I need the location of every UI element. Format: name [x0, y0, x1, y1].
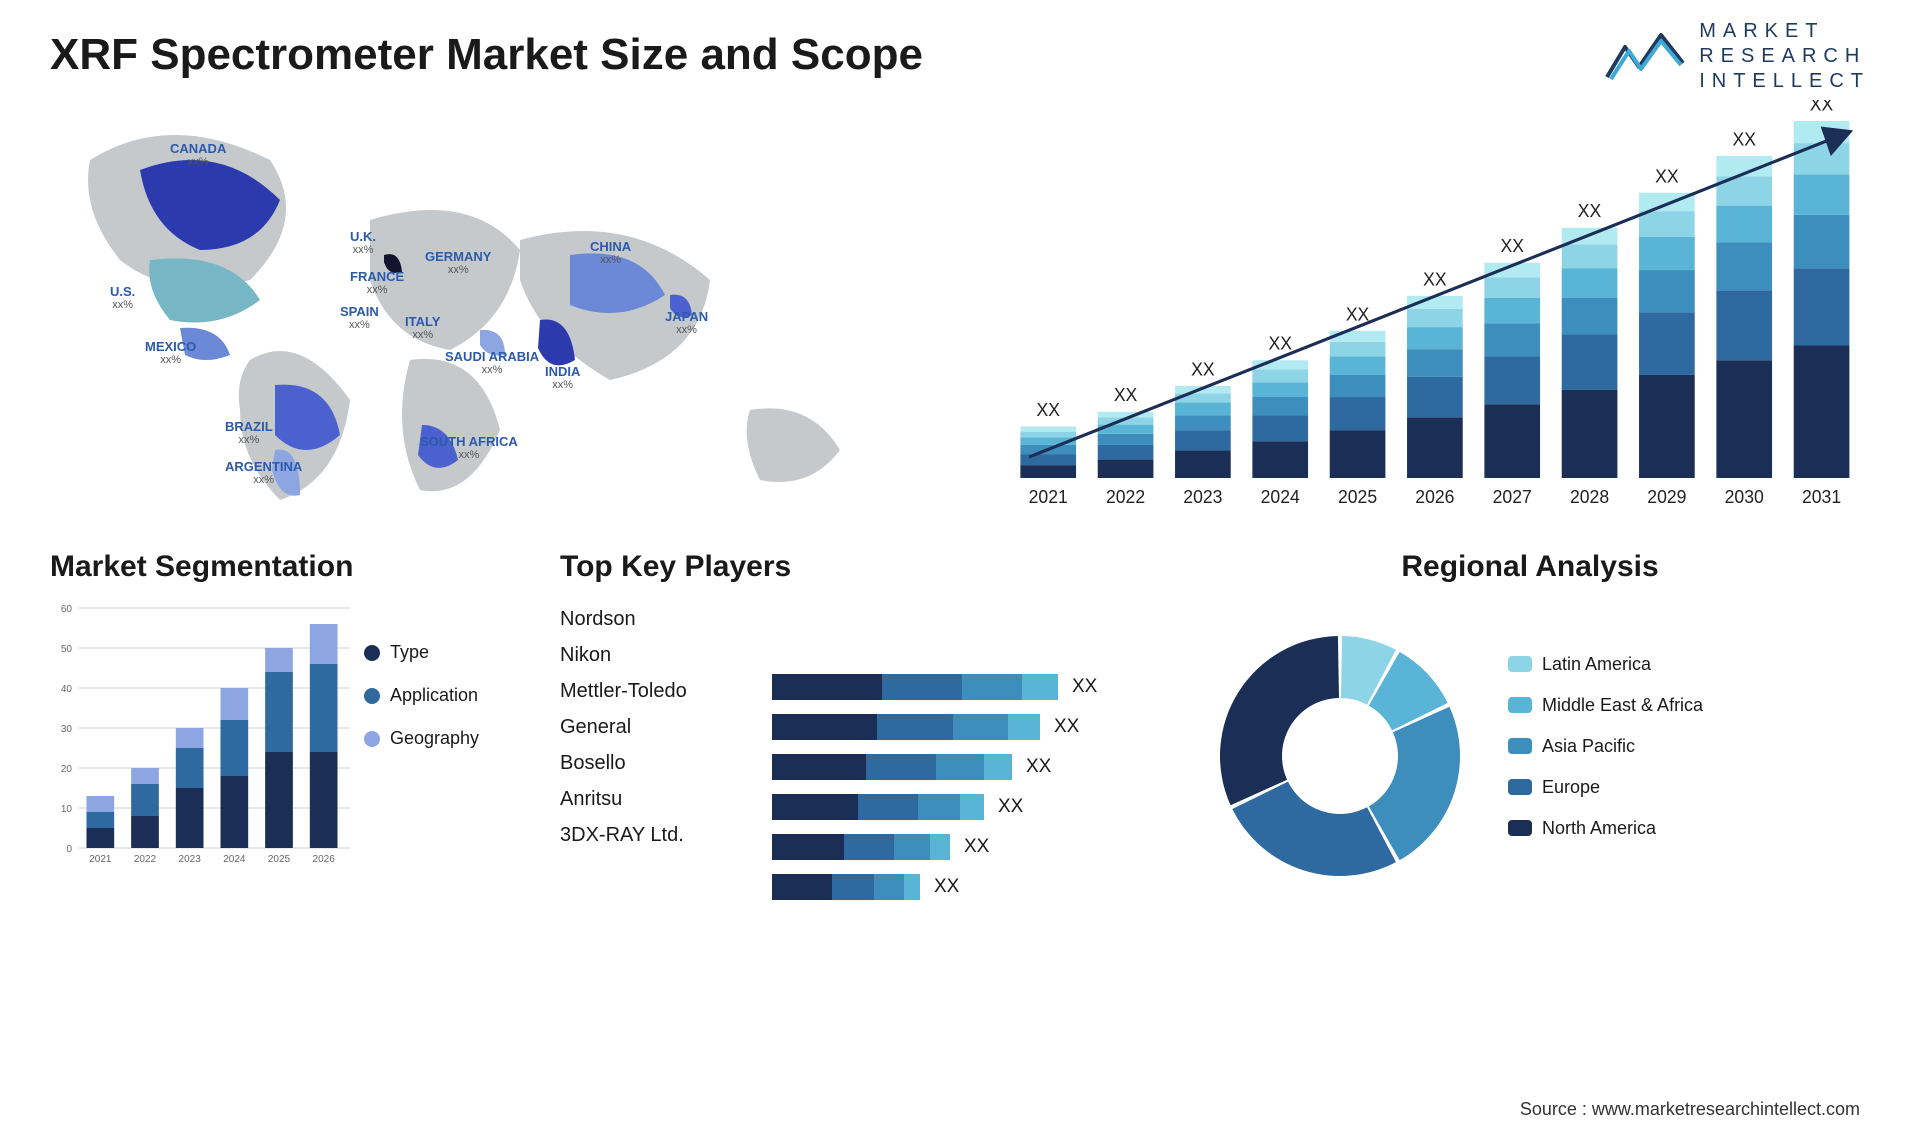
map-label-south-africa: SOUTH AFRICAxx%	[420, 435, 518, 461]
region-legend-middle-east-africa: Middle East & Africa	[1508, 695, 1870, 716]
forecast-chart: XX 2021 XX 2022 XX 2023 XX 2024 XX 2025 XX 2026 XX 20…	[990, 100, 1870, 520]
map-label-japan: JAPANxx%	[665, 310, 708, 336]
svg-text:2023: 2023	[1183, 486, 1222, 508]
player-mettler-toledo: Mettler-Toledo	[560, 674, 760, 708]
map-label-brazil: BRAZILxx%	[225, 420, 273, 446]
svg-text:XX: XX	[1114, 384, 1137, 406]
svg-text:XX: XX	[1732, 128, 1755, 150]
player-bar-row: XX	[772, 870, 1150, 904]
logo-line-2: RESEARCH	[1699, 45, 1870, 68]
map-label-u-s-: U.S.xx%	[110, 285, 135, 311]
player-anritsu: Anritsu	[560, 782, 760, 816]
svg-text:2030: 2030	[1725, 486, 1764, 508]
svg-text:XX: XX	[1191, 358, 1214, 380]
svg-text:2025: 2025	[268, 854, 291, 865]
svg-text:2021: 2021	[89, 854, 112, 865]
svg-text:2027: 2027	[1493, 486, 1532, 508]
svg-text:XX: XX	[1655, 165, 1678, 187]
svg-text:50: 50	[61, 644, 73, 655]
svg-text:2029: 2029	[1647, 486, 1686, 508]
regional-title: Regional Analysis	[1190, 550, 1870, 584]
svg-text:20: 20	[61, 764, 73, 775]
logo-line-3: INTELLECT	[1699, 70, 1870, 93]
map-label-u-k-: U.K.xx%	[350, 230, 376, 256]
svg-text:2024: 2024	[223, 854, 246, 865]
player-bar-row: XX	[772, 750, 1150, 784]
svg-text:2021: 2021	[1029, 486, 1068, 508]
logo-line-1: MARKET	[1699, 20, 1870, 43]
svg-text:30: 30	[61, 724, 73, 735]
player-bar-row: XX	[772, 830, 1150, 864]
svg-text:XX: XX	[1036, 398, 1059, 420]
svg-text:XX: XX	[1423, 268, 1446, 290]
seg-legend-geography: Geography	[364, 728, 520, 749]
map-label-mexico: MEXICOxx%	[145, 340, 196, 366]
world-map: CANADAxx% U.S.xx% MEXICOxx% BRAZILxx% ARGENT…	[50, 100, 930, 520]
player-bar-row: XX	[772, 790, 1150, 824]
player-nordson: Nordson	[560, 602, 760, 636]
svg-text:2031: 2031	[1802, 486, 1841, 508]
segmentation-panel: Market Segmentation 0 10 20 30 40 50 60 2021 202…	[50, 550, 520, 910]
svg-text:2028: 2028	[1570, 486, 1609, 508]
svg-text:2025: 2025	[1338, 486, 1377, 508]
region-legend-latin-america: Latin America	[1508, 654, 1870, 675]
svg-text:10: 10	[61, 804, 73, 815]
map-label-india: INDIAxx%	[545, 365, 580, 391]
regional-panel: Regional Analysis Latin America Middle Ea…	[1190, 550, 1870, 910]
region-legend-europe: Europe	[1508, 777, 1870, 798]
players-title: Top Key Players	[560, 550, 1150, 584]
source-line: Source : www.marketresearchintellect.com	[1520, 1099, 1860, 1120]
svg-text:40: 40	[61, 684, 73, 695]
page-title: XRF Spectrometer Market Size and Scope	[50, 30, 1870, 80]
seg-legend-application: Application	[364, 685, 520, 706]
svg-text:XX: XX	[1268, 332, 1291, 354]
svg-text:XX: XX	[1578, 200, 1601, 222]
map-label-china: CHINAxx%	[590, 240, 631, 266]
svg-text:XX: XX	[1810, 100, 1833, 115]
svg-text:2026: 2026	[1415, 486, 1454, 508]
map-label-saudi-arabia: SAUDI ARABIAxx%	[445, 350, 539, 376]
svg-text:2026: 2026	[313, 854, 336, 865]
seg-legend-type: Type	[364, 642, 520, 663]
svg-text:2022: 2022	[1106, 486, 1145, 508]
region-legend-asia-pacific: Asia Pacific	[1508, 736, 1870, 757]
segmentation-title: Market Segmentation	[50, 550, 520, 584]
player--dx-ray-ltd-: 3DX-RAY Ltd.	[560, 818, 760, 852]
svg-text:0: 0	[66, 844, 72, 855]
player-nikon: Nikon	[560, 638, 760, 672]
svg-text:2024: 2024	[1261, 486, 1300, 508]
logo-icon	[1605, 27, 1685, 87]
player-general: General	[560, 710, 760, 744]
svg-text:XX: XX	[1346, 303, 1369, 325]
map-label-canada: CANADAxx%	[170, 142, 226, 168]
player-bosello: Bosello	[560, 746, 760, 780]
map-label-argentina: ARGENTINAxx%	[225, 460, 302, 486]
svg-text:2022: 2022	[134, 854, 157, 865]
map-label-france: FRANCExx%	[350, 270, 404, 296]
players-panel: Top Key Players NordsonNikonMettler-Tole…	[560, 550, 1150, 910]
map-label-italy: ITALYxx%	[405, 315, 440, 341]
map-label-spain: SPAINxx%	[340, 305, 379, 331]
svg-text:60: 60	[61, 604, 73, 615]
map-label-germany: GERMANYxx%	[425, 250, 491, 276]
svg-text:XX: XX	[1500, 235, 1523, 257]
region-legend-north-america: North America	[1508, 818, 1870, 839]
player-bar-row: XX	[772, 670, 1150, 704]
brand-logo: MARKET RESEARCH INTELLECT	[1605, 20, 1870, 93]
svg-text:2023: 2023	[179, 854, 202, 865]
player-bar-row: XX	[772, 710, 1150, 744]
